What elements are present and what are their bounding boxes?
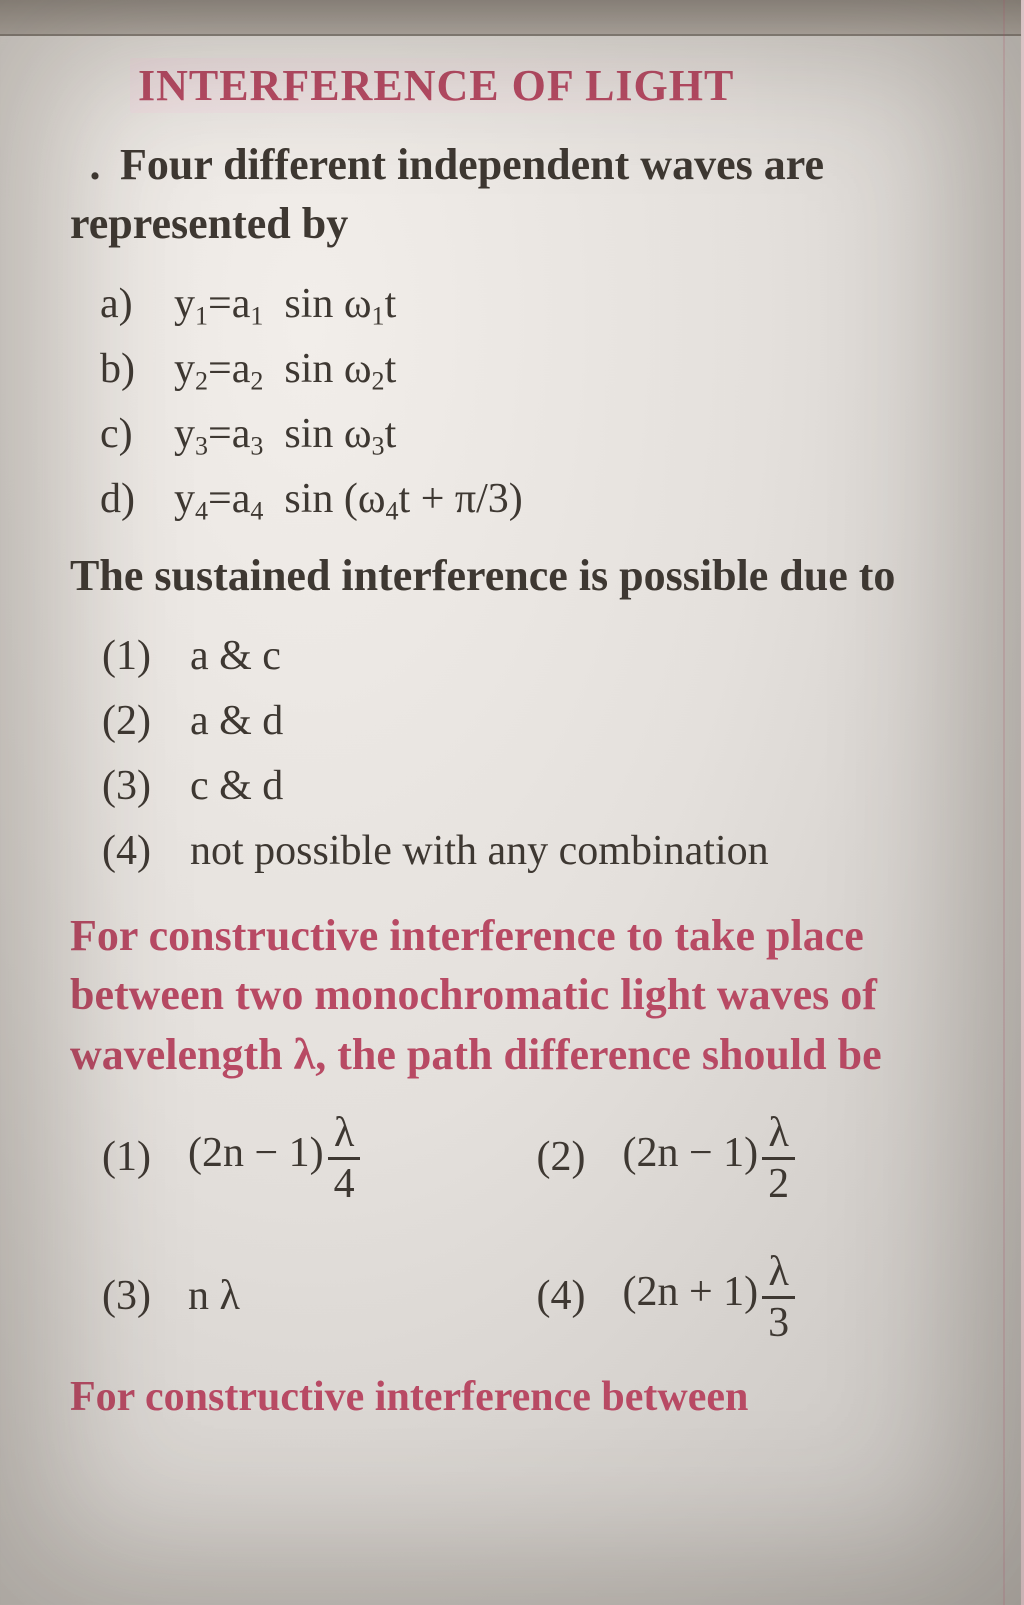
opt-text: n λ <box>188 1272 240 1320</box>
opt-text: a & c <box>190 624 281 689</box>
section-title: INTERFERENCE OF LIGHT <box>130 58 756 113</box>
q1-stem: .Four different independent waves are re… <box>70 135 951 254</box>
q1-stem2: The sustained interference is possible d… <box>70 546 951 605</box>
opt-text: c & d <box>190 754 283 819</box>
q1-stem-text: Four different independent waves are rep… <box>70 140 824 248</box>
q1-wave-d: d) y4=a4 sin (ω4t + π/3) <box>100 467 971 532</box>
opt-text: not possible with any combination <box>190 819 769 884</box>
next-question-cutoff: For constructive interference between <box>70 1370 961 1425</box>
wave-eq: y1=a1 sin ω1t <box>174 272 396 337</box>
wave-label: d) <box>100 467 156 532</box>
q2-opt-2: (2) (2n − 1)λ2 <box>537 1110 952 1203</box>
opt-num: (1) <box>102 624 170 689</box>
opt-math: (2n − 1)λ4 <box>188 1110 365 1203</box>
q2-opt-1: (1) (2n − 1)λ4 <box>102 1110 517 1203</box>
fraction: λ3 <box>762 1251 795 1344</box>
opt-num: (2) <box>537 1133 605 1181</box>
wave-eq: y2=a2 sin ω2t <box>174 337 396 402</box>
q2-opt-3: (3) n λ <box>102 1249 517 1342</box>
fraction: λ4 <box>328 1112 361 1205</box>
opt-text: a & d <box>190 689 283 754</box>
wave-eq: y4=a4 sin (ω4t + π/3) <box>174 467 523 532</box>
fraction: λ2 <box>762 1112 795 1205</box>
page-top-crop <box>0 0 1021 36</box>
q2-opt-4: (4) (2n + 1)λ3 <box>537 1249 952 1342</box>
q2-options: (1) (2n − 1)λ4 (2) (2n − 1)λ2 (3) n λ (4… <box>102 1110 951 1342</box>
wave-label: a) <box>100 272 156 337</box>
opt-num: (3) <box>102 1272 170 1320</box>
opt-num: (3) <box>102 754 170 819</box>
q1-leader: . <box>70 135 120 194</box>
q1-wave-b: b) y2=a2 sin ω2t <box>100 337 971 402</box>
q2-stem: For constructive interference to take pl… <box>70 906 951 1084</box>
q1-wave-a: a) y1=a1 sin ω1t <box>100 272 971 337</box>
q1-opt-3: (3) c & d <box>102 754 971 819</box>
q1-opt-2: (2) a & d <box>102 689 971 754</box>
textbook-page: INTERFERENCE OF LIGHT .Four different in… <box>0 0 1024 1605</box>
q1-opt-4: (4) not possible with any combination <box>102 819 971 884</box>
opt-math: (2n + 1)λ3 <box>623 1249 800 1342</box>
opt-num: (2) <box>102 689 170 754</box>
opt-math: (2n − 1)λ2 <box>623 1110 800 1203</box>
wave-label: c) <box>100 402 156 467</box>
wave-eq: y3=a3 sin ω3t <box>174 402 396 467</box>
wave-label: b) <box>100 337 156 402</box>
opt-num: (4) <box>102 819 170 884</box>
opt-num: (1) <box>102 1133 170 1181</box>
q1-options: (1) a & c (2) a & d (3) c & d (4) not po… <box>102 624 971 884</box>
q1-wave-c: c) y3=a3 sin ω3t <box>100 402 971 467</box>
q1-opt-1: (1) a & c <box>102 624 971 689</box>
q1-wave-list: a) y1=a1 sin ω1t b) y2=a2 sin ω2t c) y3=… <box>100 272 971 532</box>
opt-num: (4) <box>537 1272 605 1320</box>
